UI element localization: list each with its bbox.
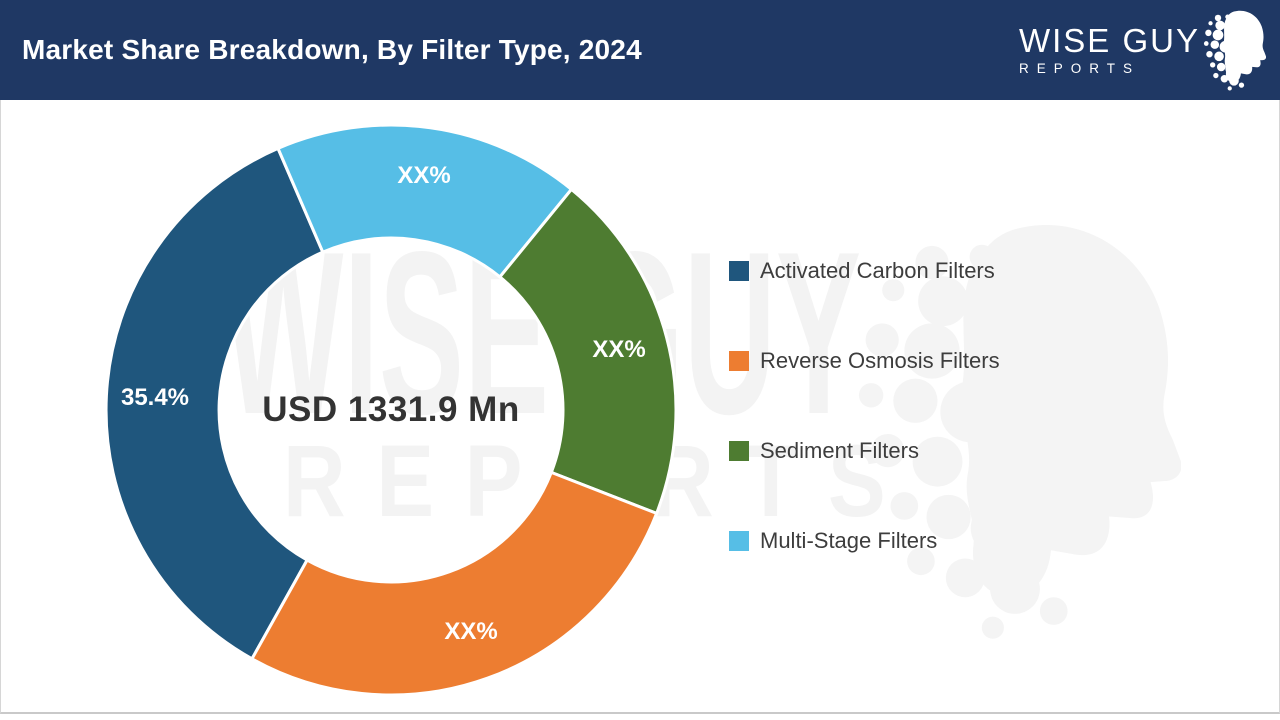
donut-segment-activated-carbon-filters [104,146,325,661]
chart-area: WISE GUY REPORTS USD 1331.9 Mn Activated… [0,100,1280,714]
legend-label: Activated Carbon Filters [760,258,995,283]
segment-value-label: 35.4% [120,384,190,411]
wise-guy-reports-logo: WISE GUY REPORTS [1019,6,1266,94]
legend-swatch [729,531,749,551]
segment-value-label: XX% [444,618,498,645]
logo-wordmark: WISE GUY [1018,22,1200,59]
logo-subtitle: REPORTS [1018,61,1140,76]
legend-swatch [729,261,749,281]
legend-item-multi-stage-filters: Multi-Stage Filters [729,528,1000,554]
page-title: Market Share Breakdown, By Filter Type, … [22,34,642,65]
legend-swatch [729,441,749,461]
legend-item-activated-carbon-filters: Activated Carbon Filters [729,258,1000,284]
segment-value-label: XX% [397,162,451,189]
segment-value-label: XX% [592,336,646,363]
legend-label: Multi-Stage Filters [760,528,938,553]
legend-label: Reverse Osmosis Filters [760,348,1000,373]
legend-label: Sediment Filters [760,438,919,463]
donut-chart [104,123,678,697]
donut-segment-sediment-filters [497,187,678,516]
donut-segment-multi-stage-filters [276,123,574,280]
logo-face-icon [1202,8,1266,94]
logo-text: WISE GUY REPORTS [1019,24,1200,76]
donut-center-value: USD 1331.9 Mn [262,390,520,429]
legend-swatch [729,351,749,371]
legend-item-reverse-osmosis-filters: Reverse Osmosis Filters [729,348,1000,374]
chart-legend: Activated Carbon Filters Reverse Osmosis … [729,258,1000,618]
donut-segment-reverse-osmosis-filters [249,470,659,697]
header-bar: Market Share Breakdown, By Filter Type, … [0,0,1280,100]
legend-item-sediment-filters: Sediment Filters [729,438,1000,464]
